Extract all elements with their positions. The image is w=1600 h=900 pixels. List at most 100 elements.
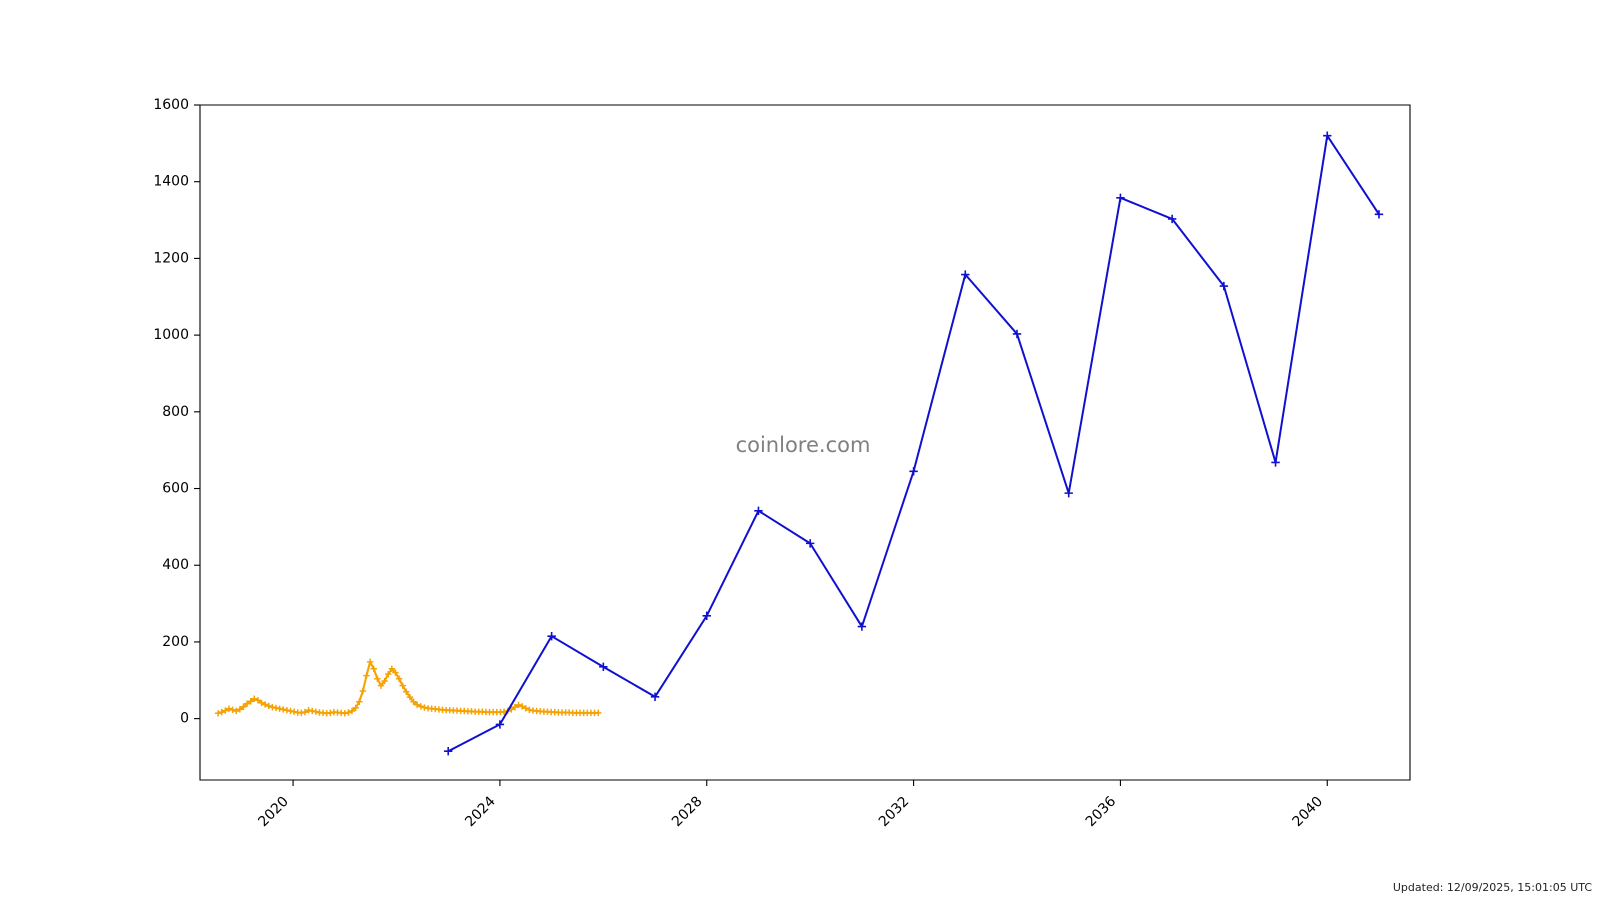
data-point-marker bbox=[348, 707, 356, 715]
data-point-marker bbox=[547, 631, 556, 641]
data-point-marker bbox=[518, 703, 526, 710]
data-point-marker bbox=[1064, 488, 1073, 498]
data-point-marker bbox=[298, 709, 305, 717]
data-point-marker bbox=[388, 665, 396, 672]
data-point-marker bbox=[599, 662, 608, 672]
data-point-marker bbox=[261, 701, 269, 708]
y-tick-label: 400 bbox=[162, 557, 189, 573]
data-point-marker bbox=[410, 698, 417, 705]
data-point-marker bbox=[526, 706, 533, 714]
y-tick-label: 1200 bbox=[153, 250, 189, 266]
updated-timestamp: Updated: 12/09/2025, 15:01:05 UTC bbox=[1392, 881, 1592, 894]
data-point-marker bbox=[254, 697, 262, 704]
x-tick-label: 2020 bbox=[255, 794, 292, 831]
y-tick-label: 200 bbox=[162, 634, 189, 650]
y-tick-label: 1000 bbox=[153, 327, 189, 343]
data-point-marker bbox=[309, 707, 316, 715]
data-point-marker bbox=[265, 702, 272, 710]
data-point-marker bbox=[327, 709, 334, 717]
data-point-marker bbox=[857, 622, 867, 631]
data-point-marker bbox=[515, 701, 522, 709]
data-point-marker bbox=[495, 720, 505, 729]
data-point-marker bbox=[232, 707, 240, 715]
data-point-marker bbox=[222, 707, 229, 714]
data-point-marker bbox=[345, 709, 352, 716]
data-point-marker bbox=[417, 703, 424, 710]
data-point-marker bbox=[272, 704, 280, 712]
data-point-marker bbox=[359, 687, 367, 695]
data-point-marker bbox=[381, 677, 388, 685]
data-point-marker bbox=[1323, 131, 1332, 140]
data-point-marker bbox=[522, 705, 529, 712]
series-line-forecast bbox=[447, 134, 1380, 753]
data-point-marker bbox=[251, 695, 258, 702]
watermark: coinlore.com bbox=[736, 433, 871, 457]
data-point-marker bbox=[370, 665, 377, 672]
data-point-marker bbox=[258, 699, 265, 707]
data-point-marker bbox=[218, 708, 225, 716]
data-point-marker bbox=[594, 709, 602, 717]
series-forecast bbox=[444, 131, 1384, 756]
y-axis-ticks: 0 200 400 600 800 1000 1200 1400 1600 bbox=[153, 97, 200, 727]
y-tick-label: 800 bbox=[162, 404, 189, 420]
data-point-marker bbox=[374, 675, 381, 682]
data-point-marker bbox=[650, 692, 660, 701]
data-point-marker bbox=[909, 467, 918, 476]
data-point-marker bbox=[269, 703, 276, 711]
data-point-marker bbox=[366, 658, 374, 666]
y-tick-label: 0 bbox=[180, 711, 189, 727]
data-point-marker bbox=[352, 704, 359, 712]
y-tick-label: 1400 bbox=[153, 174, 189, 190]
data-point-marker bbox=[1374, 210, 1384, 219]
data-point-marker bbox=[754, 506, 763, 515]
data-point-marker bbox=[312, 708, 320, 715]
data-point-marker bbox=[961, 270, 970, 279]
data-point-marker bbox=[511, 703, 519, 711]
data-point-marker bbox=[385, 670, 392, 678]
data-point-marker bbox=[413, 701, 421, 709]
data-point-marker bbox=[341, 710, 348, 717]
x-tick-label: 2024 bbox=[462, 793, 499, 830]
data-point-marker bbox=[406, 693, 414, 701]
data-point-marker bbox=[399, 682, 406, 689]
data-point-marker bbox=[444, 747, 453, 756]
data-point-marker bbox=[214, 710, 222, 717]
data-series-layer bbox=[214, 131, 1384, 756]
data-point-marker bbox=[805, 539, 815, 548]
x-axis-ticks: 2020 2024 2028 2032 2036 2040 bbox=[255, 780, 1328, 831]
data-point-marker bbox=[392, 669, 399, 676]
series-historical bbox=[214, 658, 602, 717]
data-point-marker bbox=[377, 682, 385, 689]
axes-frame bbox=[199, 104, 1411, 781]
data-point-marker bbox=[280, 706, 287, 713]
data-point-marker bbox=[276, 705, 283, 712]
data-point-marker bbox=[283, 706, 291, 714]
data-point-marker bbox=[229, 706, 236, 714]
series-line-historical bbox=[217, 660, 600, 715]
data-point-marker bbox=[1219, 281, 1229, 291]
data-point-marker bbox=[1116, 193, 1125, 203]
y-tick-label: 1600 bbox=[153, 97, 189, 113]
data-point-marker bbox=[403, 688, 410, 695]
data-point-marker bbox=[243, 700, 251, 707]
data-point-marker bbox=[236, 706, 244, 713]
x-tick-label: 2032 bbox=[876, 794, 913, 831]
data-point-marker bbox=[421, 704, 428, 711]
data-point-marker bbox=[363, 672, 370, 679]
y-tick-label: 600 bbox=[162, 481, 189, 497]
data-point-marker bbox=[287, 707, 294, 715]
x-tick-label: 2040 bbox=[1290, 794, 1327, 831]
data-point-marker bbox=[395, 675, 403, 682]
x-tick-label: 2036 bbox=[1083, 793, 1120, 830]
x-tick-label: 2028 bbox=[669, 794, 706, 831]
data-point-marker bbox=[225, 705, 233, 712]
data-point-marker bbox=[301, 708, 309, 716]
data-point-marker bbox=[1167, 214, 1177, 224]
data-point-marker bbox=[356, 698, 363, 705]
data-point-marker bbox=[240, 703, 247, 710]
data-point-marker bbox=[1012, 329, 1022, 339]
data-point-marker bbox=[290, 708, 298, 715]
data-point-marker bbox=[305, 706, 312, 714]
